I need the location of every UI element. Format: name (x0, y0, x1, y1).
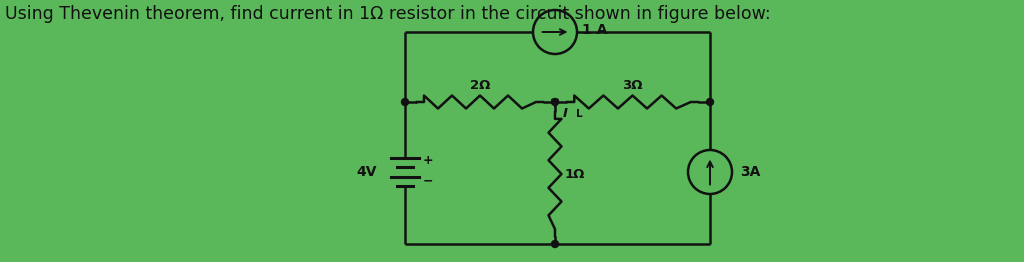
Text: 2Ω: 2Ω (470, 79, 490, 92)
Text: Using Thevenin theorem, find current in 1Ω resistor in the circuit shown in figu: Using Thevenin theorem, find current in … (5, 5, 771, 23)
Text: +: + (423, 155, 433, 167)
Circle shape (552, 241, 558, 248)
Text: 3A: 3A (740, 165, 761, 179)
Text: L: L (575, 109, 583, 119)
Text: 1 A: 1 A (582, 23, 607, 37)
Text: 3Ω: 3Ω (623, 79, 643, 92)
Circle shape (552, 99, 558, 106)
Text: −: − (423, 174, 433, 188)
Text: 4V: 4V (356, 165, 377, 179)
Circle shape (401, 99, 409, 106)
Circle shape (707, 99, 714, 106)
Text: I: I (563, 107, 568, 120)
Text: 1Ω: 1Ω (565, 167, 586, 181)
